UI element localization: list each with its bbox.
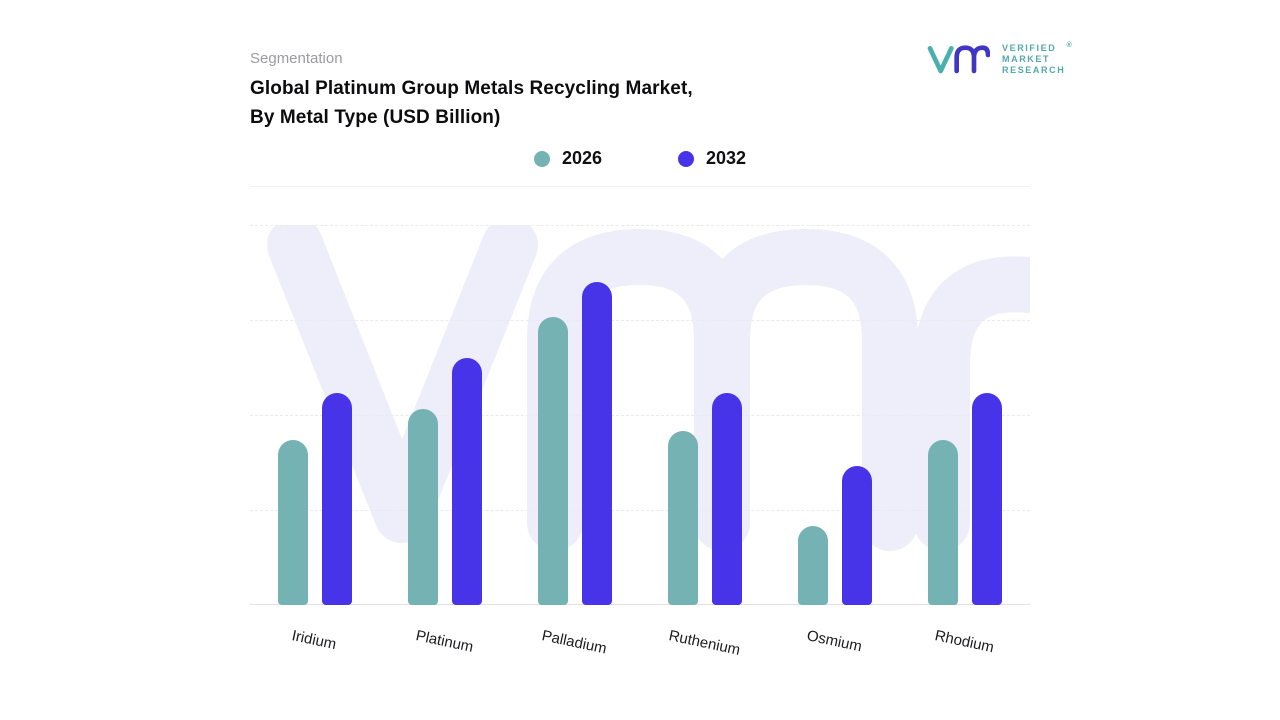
registered-mark: ® [1066, 41, 1074, 49]
x-axis-label-platinum: Platinum [414, 627, 475, 656]
bar-osmium-2032 [842, 465, 872, 605]
chart-title: Global Platinum Group Metals Recycling M… [250, 74, 770, 132]
x-axis-label-rhodium: Rhodium [933, 627, 996, 657]
legend: 2026 2032 [250, 148, 1030, 169]
bar-group-palladium [538, 225, 612, 605]
gridline [250, 415, 1030, 416]
vmr-watermark-icon [267, 225, 1030, 551]
x-label-cell: Platinum [380, 613, 510, 656]
bar-rhodium-2032 [972, 392, 1002, 605]
x-label-cell: Ruthenium [640, 613, 770, 659]
vmr-logo-text: VERIFIED MARKET RESEARCH ® [1002, 42, 1072, 76]
eyebrow-segmentation: Segmentation [250, 50, 343, 67]
legend-label: 2026 [561, 148, 602, 168]
bar-group-platinum [408, 225, 482, 605]
bar-group-ruthenium [668, 225, 742, 605]
logo-line2: MARKET [1002, 53, 1051, 64]
x-axis-labels: Iridium Platinum Palladium Ruthenium Osmium R… [250, 613, 1030, 659]
x-axis-label-ruthenium: Ruthenium [666, 627, 742, 659]
legend-dot-2026 [533, 150, 550, 167]
bar-platinum-2026 [408, 408, 438, 605]
x-label-cell: Palladium [510, 613, 640, 657]
x-axis-label-palladium: Palladium [540, 627, 609, 658]
vmr-logo-icon [927, 45, 990, 74]
legend-dot-2032 [678, 150, 694, 167]
bar-group-osmium [798, 225, 872, 605]
bar-group-iridium [278, 225, 352, 605]
legend-item-2032: 2032 [678, 148, 746, 169]
logo-line3: RESEARCH [1002, 64, 1066, 75]
vmr-logo: VERIFIED MARKET RESEARCH ® [926, 36, 1072, 82]
bar-osmium-2026 [798, 525, 828, 605]
bar-iridium-2026 [278, 440, 308, 605]
gridline [250, 510, 1030, 511]
bar-ruthenium-2026 [668, 430, 698, 605]
bar-platinum-2032 [452, 358, 482, 605]
plot-area [250, 225, 1030, 605]
x-axis-label-osmium: Osmium [805, 627, 864, 656]
x-label-cell: Iridium [250, 613, 380, 653]
chart-title-line2: By Metal Type (USD Billion) [250, 107, 501, 128]
logo-line1: VERIFIED [1002, 42, 1057, 53]
chart-title-line1: Global Platinum Group Metals Recycling M… [250, 78, 693, 99]
bar-palladium-2032 [582, 282, 612, 605]
x-axis-label-iridium: Iridium [290, 627, 339, 654]
bar-iridium-2032 [322, 392, 352, 605]
x-label-cell: Osmium [770, 613, 900, 655]
gridline [250, 225, 1030, 226]
x-label-cell: Rhodium [900, 613, 1030, 656]
legend-label: 2032 [706, 148, 747, 168]
bar-group-rhodium [928, 225, 1002, 605]
bar-ruthenium-2032 [712, 392, 742, 605]
bar-rhodium-2026 [928, 440, 958, 605]
header-separator [250, 186, 1030, 187]
bar-groups [250, 225, 1030, 605]
gridline [250, 320, 1030, 321]
x-axis-line [250, 604, 1030, 605]
legend-item-2026: 2026 [533, 148, 602, 169]
bar-palladium-2026 [538, 316, 568, 605]
